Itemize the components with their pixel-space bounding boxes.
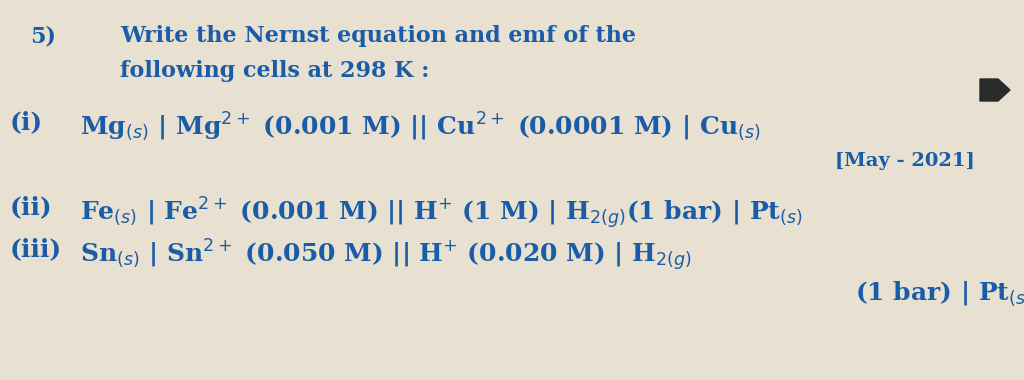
Text: Sn$_{(s)}$ | Sn$^{2+}$ (0.050 M) || H$^{+}$ (0.020 M) | H$_{2(g)}$: Sn$_{(s)}$ | Sn$^{2+}$ (0.050 M) || H$^{… [80, 237, 692, 273]
Text: (1 bar) | Pt$_{(s)}$: (1 bar) | Pt$_{(s)}$ [855, 280, 1024, 309]
FancyArrow shape [980, 79, 1010, 101]
Text: Mg$_{(s)}$ | Mg$^{2+}$ (0.001 M) || Cu$^{2+}$ (0.0001 M) | Cu$_{(s)}$: Mg$_{(s)}$ | Mg$^{2+}$ (0.001 M) || Cu$^… [80, 110, 761, 142]
Text: [May - 2021]: [May - 2021] [836, 152, 975, 170]
Text: Write the Nernst equation and emf of the: Write the Nernst equation and emf of the [120, 25, 636, 47]
Text: (i): (i) [10, 110, 43, 134]
Text: (iii): (iii) [10, 237, 62, 261]
Text: Fe$_{(s)}$ | Fe$^{2+}$ (0.001 M) || H$^{+}$ (1 M) | H$_{2(g)}$(1 bar) | Pt$_{(s): Fe$_{(s)}$ | Fe$^{2+}$ (0.001 M) || H$^{… [80, 195, 803, 231]
Text: following cells at 298 K :: following cells at 298 K : [120, 60, 429, 82]
Text: 5): 5) [30, 25, 56, 47]
Text: (ii): (ii) [10, 195, 52, 219]
